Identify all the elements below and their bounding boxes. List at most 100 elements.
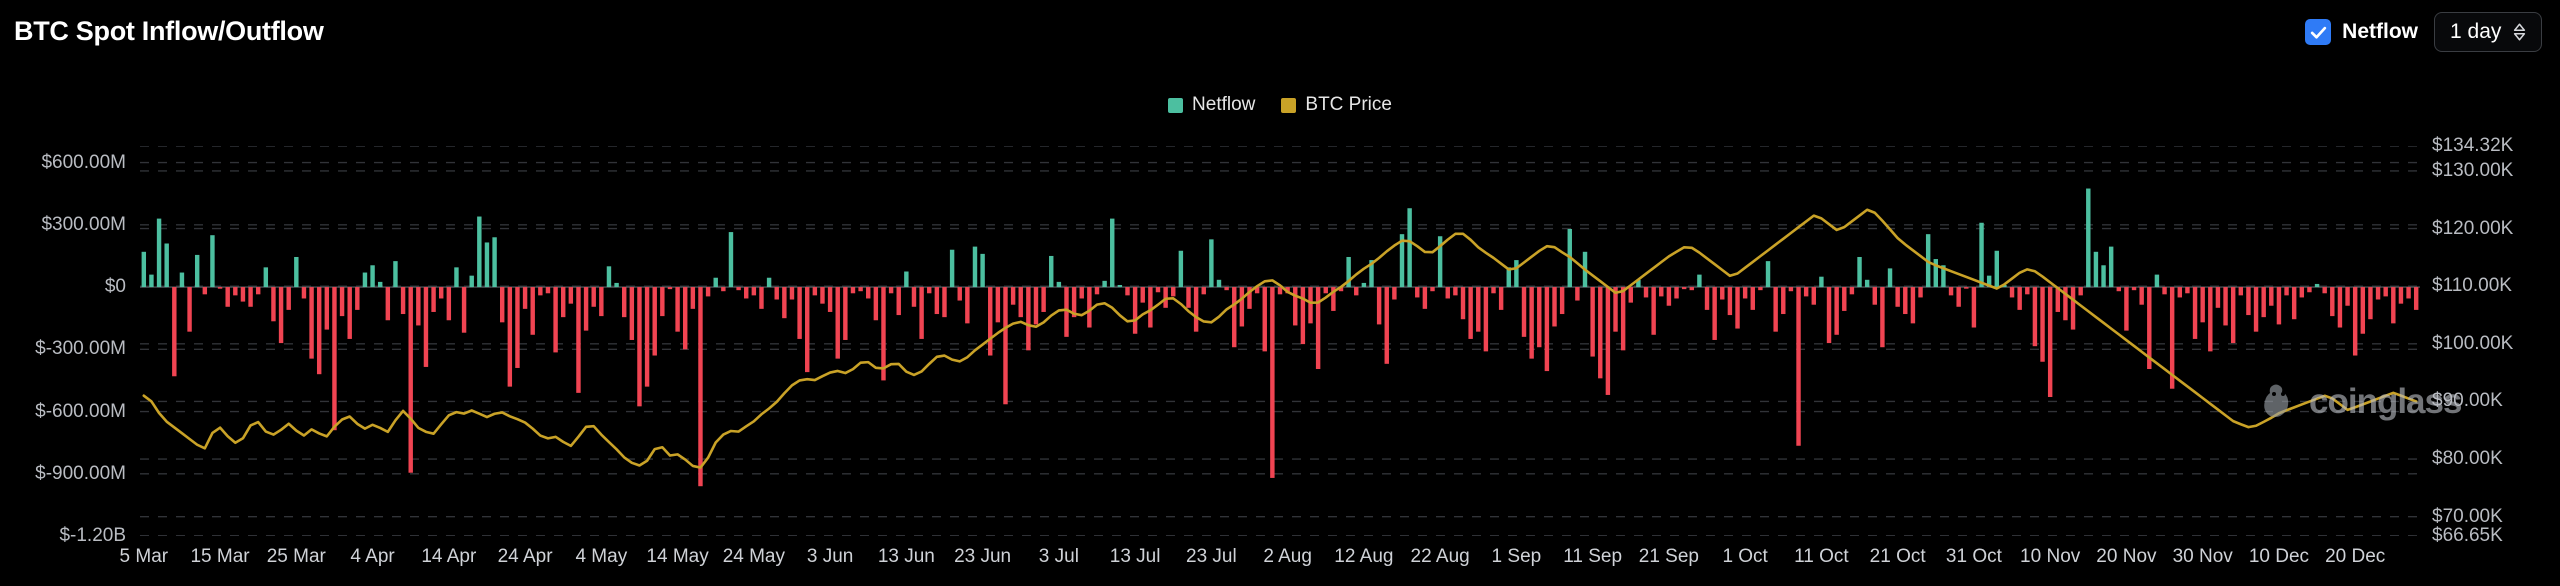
netflow-bar [1811, 287, 1816, 305]
netflow-bar [538, 287, 543, 296]
netflow-bar [347, 287, 352, 339]
netflow-bar [606, 266, 612, 288]
netflow-bar [2086, 188, 2091, 288]
netflow-bar [1476, 287, 1481, 332]
netflow-bar [2047, 287, 2053, 398]
x-axis-tick: 23 Jul [1186, 546, 1237, 567]
x-axis-tick: 22 Aug [1410, 546, 1470, 567]
netflow-bar [705, 287, 711, 297]
netflow-bar [1727, 287, 1733, 316]
netflow-bar [591, 287, 596, 307]
netflow-bar [965, 287, 970, 324]
x-axis-tick: 3 Jun [806, 546, 854, 567]
netflow-bar [1941, 265, 1946, 288]
netflow-bar [1384, 287, 1389, 364]
netflow-bar [1819, 276, 1824, 288]
x-axis-tick: 25 Mar [266, 546, 326, 567]
netflow-bar [1918, 287, 1923, 298]
netflow-bar [1445, 287, 1450, 299]
netflow-bar [835, 287, 840, 359]
netflow-bar [1026, 287, 1031, 351]
netflow-bar [2101, 265, 2106, 288]
netflow-bar [1102, 280, 1107, 288]
checkbox-checked-icon[interactable] [2305, 19, 2332, 45]
netflow-bar [1125, 287, 1130, 296]
netflow-bar [2406, 287, 2411, 299]
netflow-bar [2360, 287, 2366, 334]
netflow-bar [858, 287, 863, 292]
x-axis-tick: 15 Mar [190, 546, 250, 567]
netflow-bar [759, 287, 764, 309]
netflow-bar [2017, 287, 2022, 310]
netflow-bar [1049, 255, 1054, 288]
netflow-bar [1178, 250, 1184, 288]
netflow-bar [1834, 287, 1839, 335]
netflow-bar [1864, 279, 1870, 288]
netflow-bar [1681, 287, 1687, 290]
netflow-bar [1361, 282, 1367, 288]
netflow-bar [362, 272, 368, 288]
netflow-bar [2253, 287, 2259, 332]
netflow-bar [1514, 260, 1519, 288]
netflow-bar [972, 246, 978, 288]
netflow-bar [332, 287, 337, 431]
netflow-bar [1742, 287, 1748, 299]
netflow-bar [210, 235, 215, 288]
netflow-bar [530, 287, 535, 335]
netflow-bar [2375, 287, 2381, 300]
netflow-bar [744, 287, 749, 299]
netflow-bar [637, 287, 642, 407]
netflow-bar [1003, 287, 1008, 405]
netflow-bar [614, 282, 619, 288]
netflow-bar [316, 287, 322, 375]
netflow-bar [698, 287, 703, 487]
netflow-bar [644, 287, 650, 387]
netflow-bar [1018, 287, 1023, 318]
netflow-bar [1331, 287, 1336, 311]
netflow-bar [469, 275, 474, 288]
y-axis-right-tick: $110.00K [2432, 275, 2512, 297]
netflow-bar [2078, 287, 2083, 296]
chart-plot-area[interactable] [140, 146, 2420, 536]
netflow-bar [1071, 287, 1077, 318]
page-title: BTC Spot Inflow/Outflow [14, 16, 324, 46]
netflow-bar [225, 287, 230, 307]
netflow-bar [1735, 287, 1740, 329]
netflow-bar [629, 287, 635, 340]
netflow-bar [294, 256, 299, 288]
netflow-bar [866, 287, 871, 299]
y-axis-right-tick: $120.00K [2432, 217, 2514, 239]
netflow-bar [1872, 287, 1877, 305]
legend-item-btc-price[interactable]: BTC Price [1281, 94, 1392, 116]
netflow-bar [1590, 287, 1595, 357]
netflow-bar [1697, 274, 1702, 288]
netflow-bar [2337, 287, 2343, 328]
y-axis-right-tick: $80.00K [2432, 448, 2503, 470]
netflow-bar [1041, 287, 1046, 312]
netflow-bar [179, 272, 185, 288]
netflow-bar [1704, 287, 1710, 310]
netflow-bar [850, 287, 856, 294]
netflow-bar [873, 287, 879, 321]
netflow-bar [774, 287, 779, 300]
netflow-bar [1659, 287, 1664, 297]
netflow-bar [2177, 287, 2183, 298]
netflow-bar [805, 287, 810, 373]
netflow-bar [2200, 287, 2205, 323]
netflow-bar [454, 267, 459, 288]
netflow-bar [1529, 287, 1534, 359]
y-axis-left-tick: $0 [104, 276, 126, 298]
netflow-bar [1842, 287, 1847, 311]
stepper-icon[interactable] [2513, 23, 2526, 41]
netflow-bar [1064, 287, 1069, 337]
netflow-toggle[interactable]: Netflow [2305, 19, 2418, 45]
netflow-bar [911, 287, 917, 307]
netflow-bar [355, 287, 360, 310]
legend-item-netflow[interactable]: Netflow [1168, 94, 1255, 116]
netflow-bar [560, 287, 566, 318]
netflow-bar [1247, 287, 1252, 309]
netflow-bar [172, 287, 177, 377]
interval-select[interactable]: 1 day [2434, 12, 2542, 52]
netflow-bar [156, 218, 162, 288]
